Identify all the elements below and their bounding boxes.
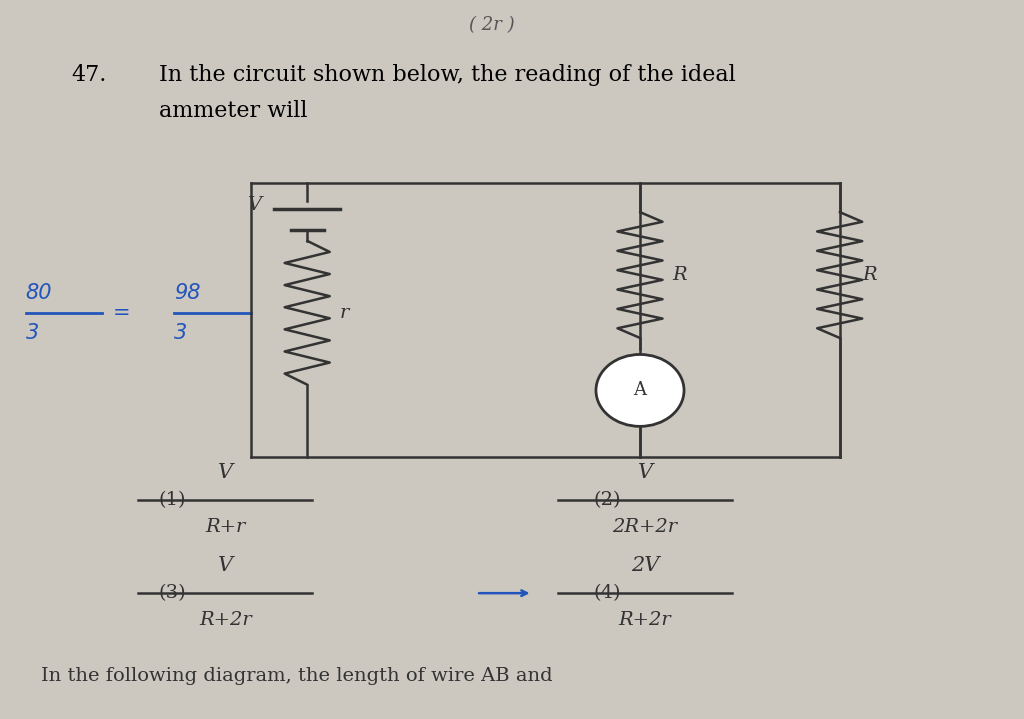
Text: (1): (1)	[159, 490, 186, 509]
Text: R+2r: R+2r	[199, 611, 252, 630]
Text: 80: 80	[26, 283, 52, 303]
Text: R: R	[673, 266, 687, 284]
Text: ( 2r ): ( 2r )	[469, 16, 514, 35]
Text: ammeter will: ammeter will	[159, 101, 307, 122]
Text: 2V: 2V	[631, 557, 659, 575]
Text: In the circuit shown below, the reading of the ideal: In the circuit shown below, the reading …	[159, 65, 735, 86]
Text: 98: 98	[174, 283, 201, 303]
Text: r: r	[340, 303, 349, 322]
Text: V: V	[247, 196, 261, 214]
Text: 3: 3	[26, 323, 39, 343]
Ellipse shape	[596, 354, 684, 426]
Text: (2): (2)	[594, 490, 622, 509]
Text: In the following diagram, the length of wire AB and: In the following diagram, the length of …	[41, 667, 553, 685]
Text: V: V	[218, 463, 232, 482]
Text: R+r: R+r	[205, 518, 246, 536]
Text: V: V	[638, 463, 652, 482]
Text: 47.: 47.	[72, 65, 108, 86]
Text: 2R+2r: 2R+2r	[612, 518, 678, 536]
Text: R: R	[862, 266, 877, 284]
Text: =: =	[113, 303, 130, 323]
Text: 3: 3	[174, 323, 187, 343]
Text: (3): (3)	[159, 584, 186, 603]
Text: A: A	[634, 381, 646, 400]
Text: (4): (4)	[594, 584, 622, 603]
Text: V: V	[218, 557, 232, 575]
Text: R+2r: R+2r	[618, 611, 672, 630]
